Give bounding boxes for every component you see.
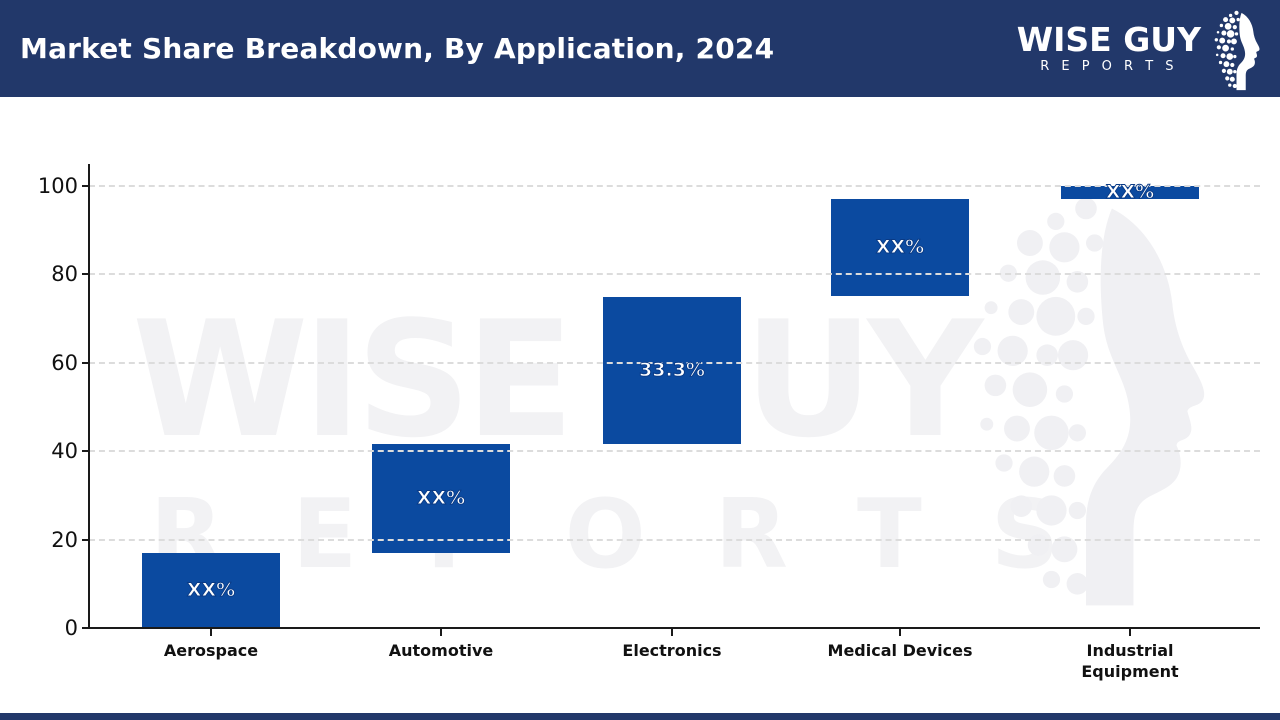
bar-electronics <box>603 296 741 444</box>
y-tick-40 <box>82 450 88 453</box>
x-tick-label-0: Aerospace <box>163 641 259 660</box>
x-tick-0 <box>210 629 212 636</box>
x-tick-label-3: Medical Devices <box>827 641 973 660</box>
y-tick-label-100: 100 <box>37 174 78 198</box>
x-tick-label-4: Industrial Equipment <box>1081 641 1179 681</box>
gridline-40 <box>89 450 1260 453</box>
footer-bar <box>0 713 1280 720</box>
y-tick-100 <box>82 185 88 187</box>
x-tick-2 <box>671 629 673 636</box>
y-tick-0 <box>82 627 88 629</box>
y-tick-label-40: 40 <box>51 439 78 464</box>
page-title: Market Share Breakdown, By Application, … <box>20 32 775 65</box>
gridline-20 <box>89 538 1260 541</box>
y-tick-label-80: 80 <box>51 262 78 287</box>
x-tick-label-1: Automotive <box>388 641 494 660</box>
y-tick-label-0: 0 <box>64 616 78 640</box>
gridline-100 <box>89 185 1260 187</box>
bar-value-label-4: XX% <box>1105 181 1155 204</box>
bar-industrial-equipment <box>1061 186 1199 200</box>
bar-aerospace <box>142 552 280 628</box>
watermark-face-icon <box>935 178 1237 610</box>
x-tick-4 <box>1129 629 1131 636</box>
gridline-60 <box>89 361 1260 364</box>
bar-automotive <box>372 443 510 553</box>
brand-name: WISE GUY <box>1016 20 1201 60</box>
x-axis-line <box>87 627 1260 629</box>
brand-face-icon <box>1207 7 1266 91</box>
gridline-80 <box>89 273 1260 276</box>
y-tick-label-60: 60 <box>51 350 78 375</box>
x-tick-3 <box>899 629 901 636</box>
bar-medical-devices <box>831 199 969 297</box>
x-tick-1 <box>440 629 442 636</box>
bar-value-label-0: XX% <box>186 578 236 601</box>
watermark-line2: R E P O R T S <box>150 480 1078 590</box>
brand-logo-text: WISE GUY R E P O R T S <box>1017 23 1201 74</box>
bar-value-label-2: 33.3% <box>639 358 706 381</box>
y-tick-80 <box>82 273 88 276</box>
y-tick-label-20: 20 <box>51 527 78 552</box>
y-axis-line <box>88 164 90 629</box>
brand-subtitle: R E P O R T S <box>1040 58 1178 74</box>
header: Market Share Breakdown, By Application, … <box>0 0 1280 97</box>
y-tick-20 <box>82 538 88 541</box>
bar-value-label-3: XX% <box>875 236 925 259</box>
bar-value-label-1: XX% <box>416 486 466 509</box>
y-tick-60 <box>82 361 88 364</box>
x-tick-label-2: Electronics <box>622 641 722 660</box>
brand-logo: WISE GUY R E P O R T S <box>1017 0 1266 97</box>
